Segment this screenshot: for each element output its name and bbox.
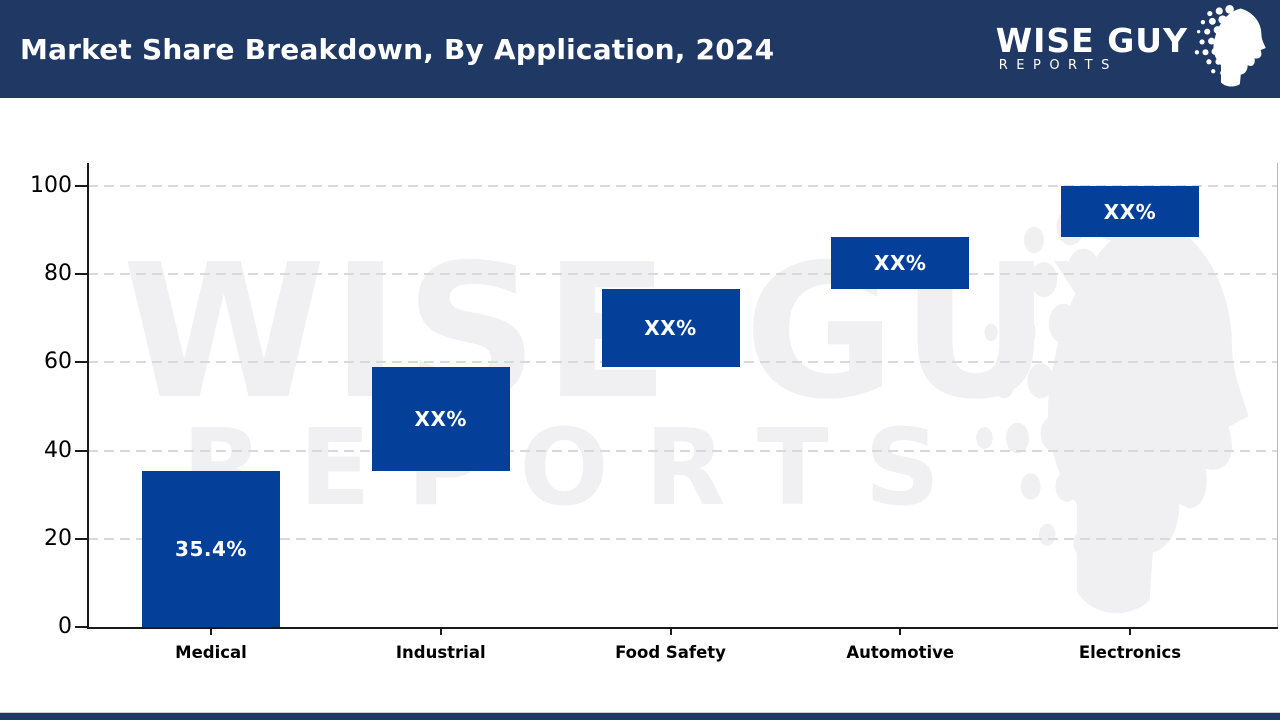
y-tick-label: 0: [58, 614, 72, 639]
gridline: [88, 537, 1277, 540]
header-bar: Market Share Breakdown, By Application, …: [0, 0, 1280, 98]
x-category-label: Automotive: [846, 643, 955, 662]
logo-head-icon: [1194, 5, 1266, 87]
x-category-label: Industrial: [395, 643, 486, 662]
x-tick-mark: [669, 629, 672, 635]
y-tick-label: 20: [44, 525, 72, 551]
wiseguy-logo: WISE GUY REPORTS: [996, 4, 1270, 92]
y-tick-label: 40: [44, 437, 72, 463]
bar: XX%: [831, 237, 970, 290]
x-category-label: Food Safety: [615, 643, 726, 662]
y-tick-label: 60: [44, 349, 72, 375]
bar: XX%: [371, 366, 510, 471]
right-spine: [1277, 163, 1278, 627]
logo-text: WISE GUY REPORTS: [995, 20, 1188, 74]
x-tick-mark: [210, 629, 212, 635]
bar-value-label: XX%: [644, 315, 697, 340]
bar-value-label: XX%: [414, 406, 467, 431]
page-title: Market Share Breakdown, By Application, …: [20, 32, 775, 66]
x-category-label: Electronics: [1078, 643, 1182, 662]
y-tick-mark: [75, 273, 88, 276]
chart-area: WISE GUY REPORTS 0 20 40 60 80 100 35.4% Medica…: [0, 98, 1280, 712]
y-tick-mark: [75, 537, 88, 540]
bar: XX%: [601, 289, 740, 367]
x-category-label: Medical: [175, 643, 247, 662]
bar: XX%: [1061, 186, 1199, 238]
gridline: [88, 273, 1277, 276]
x-tick-mark: [439, 629, 442, 635]
y-tick-mark: [75, 626, 88, 628]
y-tick-label: 100: [30, 173, 72, 198]
bar-value-label: XX%: [1103, 199, 1157, 224]
logo-wordmark: WISE GUY: [995, 20, 1188, 60]
bar-value-label: XX%: [874, 251, 927, 276]
y-tick-mark: [75, 361, 88, 364]
y-axis-line: [87, 163, 89, 627]
bar-value-label: 35.4%: [175, 536, 247, 561]
y-tick-mark: [75, 185, 88, 187]
gridline: [88, 449, 1277, 452]
x-axis-line: [87, 627, 1278, 629]
logo-subtitle: REPORTS: [998, 58, 1118, 74]
footer-bar: [0, 712, 1280, 720]
x-tick-mark: [899, 629, 902, 635]
y-tick-label: 80: [44, 261, 72, 287]
y-tick-mark: [75, 449, 88, 452]
bar: 35.4%: [142, 470, 280, 627]
plot-area: 0 20 40 60 80 100 35.4% Medical XX% Industrial XX%…: [0, 98, 1280, 712]
x-tick-mark: [1129, 629, 1131, 635]
gridline: [88, 185, 1277, 187]
